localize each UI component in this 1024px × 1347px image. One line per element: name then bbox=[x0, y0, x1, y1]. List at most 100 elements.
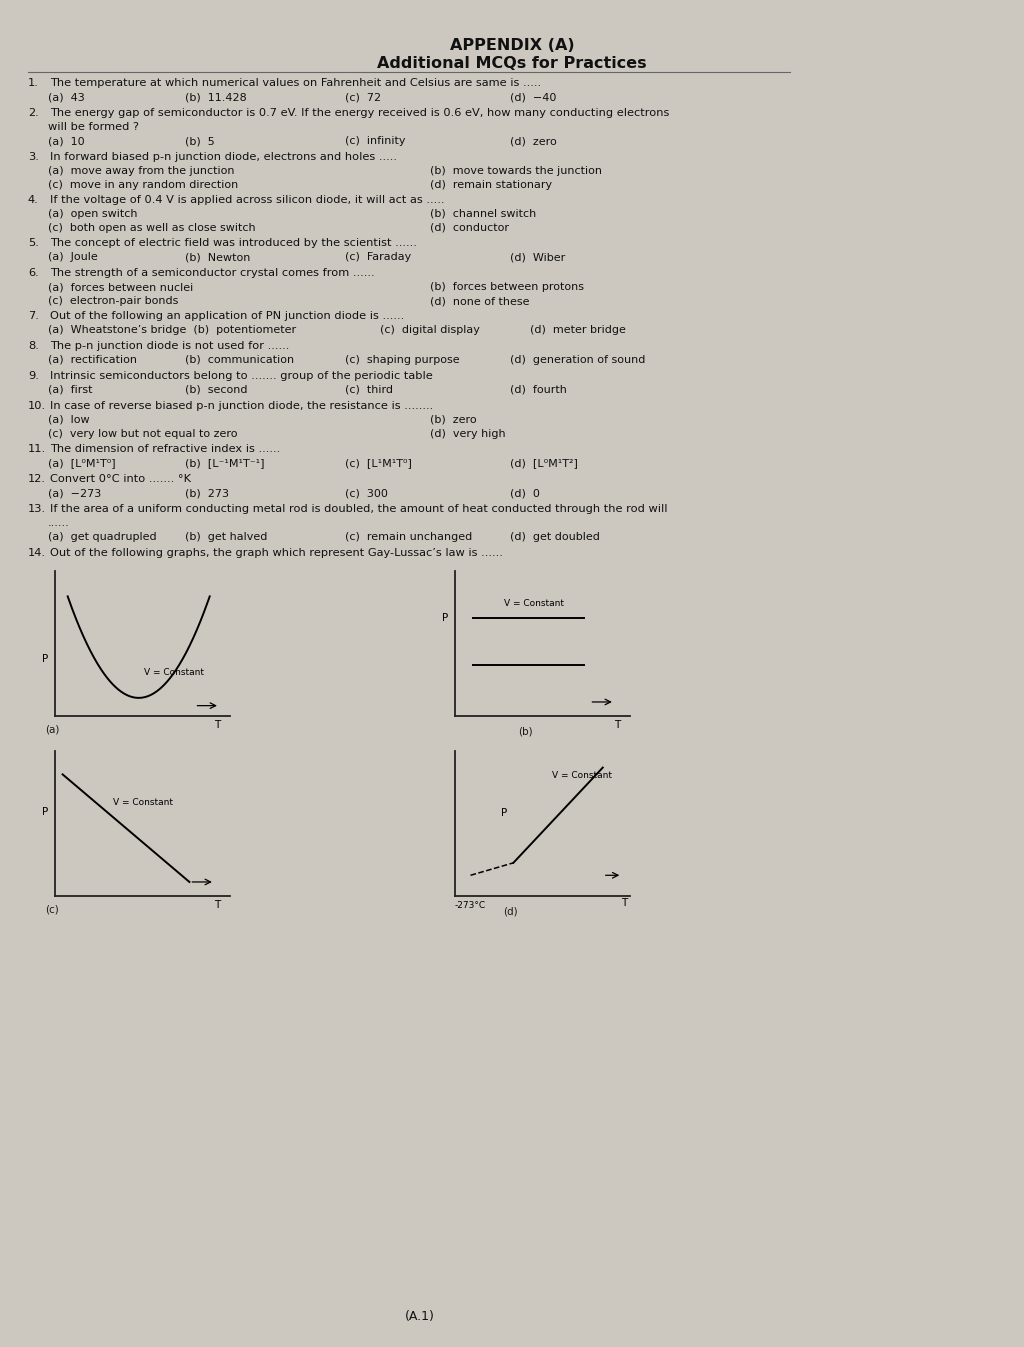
Text: (c)  very low but not equal to zero: (c) very low but not equal to zero bbox=[48, 428, 238, 439]
Text: (c)  300: (c) 300 bbox=[345, 488, 388, 498]
Text: (c)  infinity: (c) infinity bbox=[345, 136, 406, 145]
Text: The concept of electric field was introduced by the scientist ......: The concept of electric field was introd… bbox=[50, 238, 417, 248]
Text: P: P bbox=[42, 807, 48, 816]
Text: (d)  zero: (d) zero bbox=[510, 136, 557, 145]
Text: 7.: 7. bbox=[28, 311, 39, 321]
Text: If the area of a uniform conducting metal rod is doubled, the amount of heat con: If the area of a uniform conducting meta… bbox=[50, 504, 668, 515]
Text: (a)  −273: (a) −273 bbox=[48, 488, 101, 498]
Text: 13.: 13. bbox=[28, 504, 46, 515]
Text: The energy gap of semiconductor is 0.7 eV. If the energy received is 0.6 eV, how: The energy gap of semiconductor is 0.7 e… bbox=[50, 108, 670, 119]
Text: (d)  generation of sound: (d) generation of sound bbox=[510, 356, 645, 365]
Text: 2.: 2. bbox=[28, 108, 39, 119]
Text: P: P bbox=[502, 808, 508, 818]
Text: T: T bbox=[214, 900, 220, 909]
Text: (a)  10: (a) 10 bbox=[48, 136, 85, 145]
Text: (b)  get halved: (b) get halved bbox=[185, 532, 267, 541]
Text: (b)  Newton: (b) Newton bbox=[185, 252, 251, 263]
Text: (d)  fourth: (d) fourth bbox=[510, 385, 567, 395]
Text: (b)  5: (b) 5 bbox=[185, 136, 215, 145]
Text: P: P bbox=[442, 613, 449, 622]
Text: (c)  both open as well as close switch: (c) both open as well as close switch bbox=[48, 224, 256, 233]
Text: (b)  zero: (b) zero bbox=[430, 415, 476, 426]
Text: (a): (a) bbox=[45, 723, 59, 734]
Text: 9.: 9. bbox=[28, 370, 39, 381]
Text: The strength of a semiconductor crystal comes from ......: The strength of a semiconductor crystal … bbox=[50, 268, 375, 277]
Text: (a)  Wheatstone’s bridge  (b)  potentiometer: (a) Wheatstone’s bridge (b) potentiomete… bbox=[48, 325, 296, 335]
Text: Out of the following graphs, the graph which represent Gay-Lussac’s law is .....: Out of the following graphs, the graph w… bbox=[50, 548, 503, 558]
Text: (c)  digital display: (c) digital display bbox=[380, 325, 480, 335]
Text: V = Constant: V = Constant bbox=[504, 599, 563, 609]
Text: V = Constant: V = Constant bbox=[114, 799, 173, 807]
Text: (d)  0: (d) 0 bbox=[510, 488, 540, 498]
Text: will be formed ?: will be formed ? bbox=[48, 123, 139, 132]
Text: (d)  −40: (d) −40 bbox=[510, 92, 556, 102]
Text: (a)  Joule: (a) Joule bbox=[48, 252, 97, 263]
Text: Convert 0°C into ....... °K: Convert 0°C into ....... °K bbox=[50, 474, 191, 484]
Text: V = Constant: V = Constant bbox=[552, 770, 612, 780]
Text: -273°C: -273°C bbox=[455, 901, 486, 911]
Text: (b)  273: (b) 273 bbox=[185, 488, 229, 498]
Text: (d)  none of these: (d) none of these bbox=[430, 296, 529, 306]
Text: (A.1): (A.1) bbox=[406, 1311, 435, 1323]
Text: (d)  conductor: (d) conductor bbox=[430, 224, 509, 233]
Text: 4.: 4. bbox=[28, 195, 39, 205]
Text: (b)  forces between protons: (b) forces between protons bbox=[430, 282, 584, 292]
Text: (c)  third: (c) third bbox=[345, 385, 393, 395]
Text: (c): (c) bbox=[45, 904, 58, 915]
Text: T: T bbox=[621, 898, 628, 908]
Text: ......: ...... bbox=[48, 519, 70, 528]
Text: (c)  remain unchanged: (c) remain unchanged bbox=[345, 532, 472, 541]
Text: (c)  shaping purpose: (c) shaping purpose bbox=[345, 356, 460, 365]
Text: (d)  very high: (d) very high bbox=[430, 428, 506, 439]
Text: (a)  first: (a) first bbox=[48, 385, 92, 395]
Text: 5.: 5. bbox=[28, 238, 39, 248]
Text: (d)  meter bridge: (d) meter bridge bbox=[530, 325, 626, 335]
Text: (a)  get quadrupled: (a) get quadrupled bbox=[48, 532, 157, 541]
Text: (a)  open switch: (a) open switch bbox=[48, 209, 137, 220]
Text: The dimension of refractive index is ......: The dimension of refractive index is ...… bbox=[50, 445, 281, 454]
Text: T: T bbox=[214, 721, 220, 730]
Text: Out of the following an application of PN junction diode is ......: Out of the following an application of P… bbox=[50, 311, 404, 321]
Text: (a)  43: (a) 43 bbox=[48, 92, 85, 102]
Text: (d)  [L⁰M¹T²]: (d) [L⁰M¹T²] bbox=[510, 458, 578, 467]
Text: In forward biased p-n junction diode, electrons and holes .....: In forward biased p-n junction diode, el… bbox=[50, 152, 397, 162]
Text: (b)  channel switch: (b) channel switch bbox=[430, 209, 537, 220]
Text: Additional MCQs for Practices: Additional MCQs for Practices bbox=[377, 57, 647, 71]
Text: (b)  move towards the junction: (b) move towards the junction bbox=[430, 166, 602, 176]
Text: (b)  communication: (b) communication bbox=[185, 356, 294, 365]
Text: The temperature at which numerical values on Fahrenheit and Celsius are same is : The temperature at which numerical value… bbox=[50, 78, 541, 88]
Text: 10.: 10. bbox=[28, 401, 46, 411]
Text: (b)  11.428: (b) 11.428 bbox=[185, 92, 247, 102]
Text: (a)  [L⁰M¹T⁰]: (a) [L⁰M¹T⁰] bbox=[48, 458, 116, 467]
Text: (c)  move in any random direction: (c) move in any random direction bbox=[48, 180, 239, 190]
Text: V = Constant: V = Constant bbox=[143, 668, 204, 678]
Text: (c)  Faraday: (c) Faraday bbox=[345, 252, 412, 263]
Text: (a)  move away from the junction: (a) move away from the junction bbox=[48, 166, 234, 176]
Text: 11.: 11. bbox=[28, 445, 46, 454]
Text: (b): (b) bbox=[518, 726, 532, 735]
Text: (b)  second: (b) second bbox=[185, 385, 248, 395]
Text: (a)  low: (a) low bbox=[48, 415, 90, 426]
Text: T: T bbox=[614, 719, 621, 730]
Text: The p-n junction diode is not used for ......: The p-n junction diode is not used for .… bbox=[50, 341, 290, 352]
Text: Intrinsic semiconductors belong to ....... group of the periodic table: Intrinsic semiconductors belong to .....… bbox=[50, 370, 433, 381]
Text: (d)  remain stationary: (d) remain stationary bbox=[430, 180, 552, 190]
Text: 14.: 14. bbox=[28, 548, 46, 558]
Text: (d)  Wiber: (d) Wiber bbox=[510, 252, 565, 263]
Text: (d)  get doubled: (d) get doubled bbox=[510, 532, 600, 541]
Text: (c)  [L¹M¹T⁰]: (c) [L¹M¹T⁰] bbox=[345, 458, 412, 467]
Text: P: P bbox=[42, 655, 48, 664]
Text: 12.: 12. bbox=[28, 474, 46, 484]
Text: (c)  electron-pair bonds: (c) electron-pair bonds bbox=[48, 296, 178, 306]
Text: In case of reverse biased p-n junction diode, the resistance is ........: In case of reverse biased p-n junction d… bbox=[50, 401, 433, 411]
Text: If the voltage of 0.4 V is applied across silicon diode, it will act as .....: If the voltage of 0.4 V is applied acros… bbox=[50, 195, 444, 205]
Text: (c)  72: (c) 72 bbox=[345, 92, 381, 102]
Text: 6.: 6. bbox=[28, 268, 39, 277]
Text: (d): (d) bbox=[503, 907, 517, 916]
Text: 1.: 1. bbox=[28, 78, 39, 88]
Text: (a)  rectification: (a) rectification bbox=[48, 356, 137, 365]
Text: 3.: 3. bbox=[28, 152, 39, 162]
Text: 8.: 8. bbox=[28, 341, 39, 352]
Text: (a)  forces between nuclei: (a) forces between nuclei bbox=[48, 282, 194, 292]
Text: (b)  [L⁻¹M¹T⁻¹]: (b) [L⁻¹M¹T⁻¹] bbox=[185, 458, 264, 467]
